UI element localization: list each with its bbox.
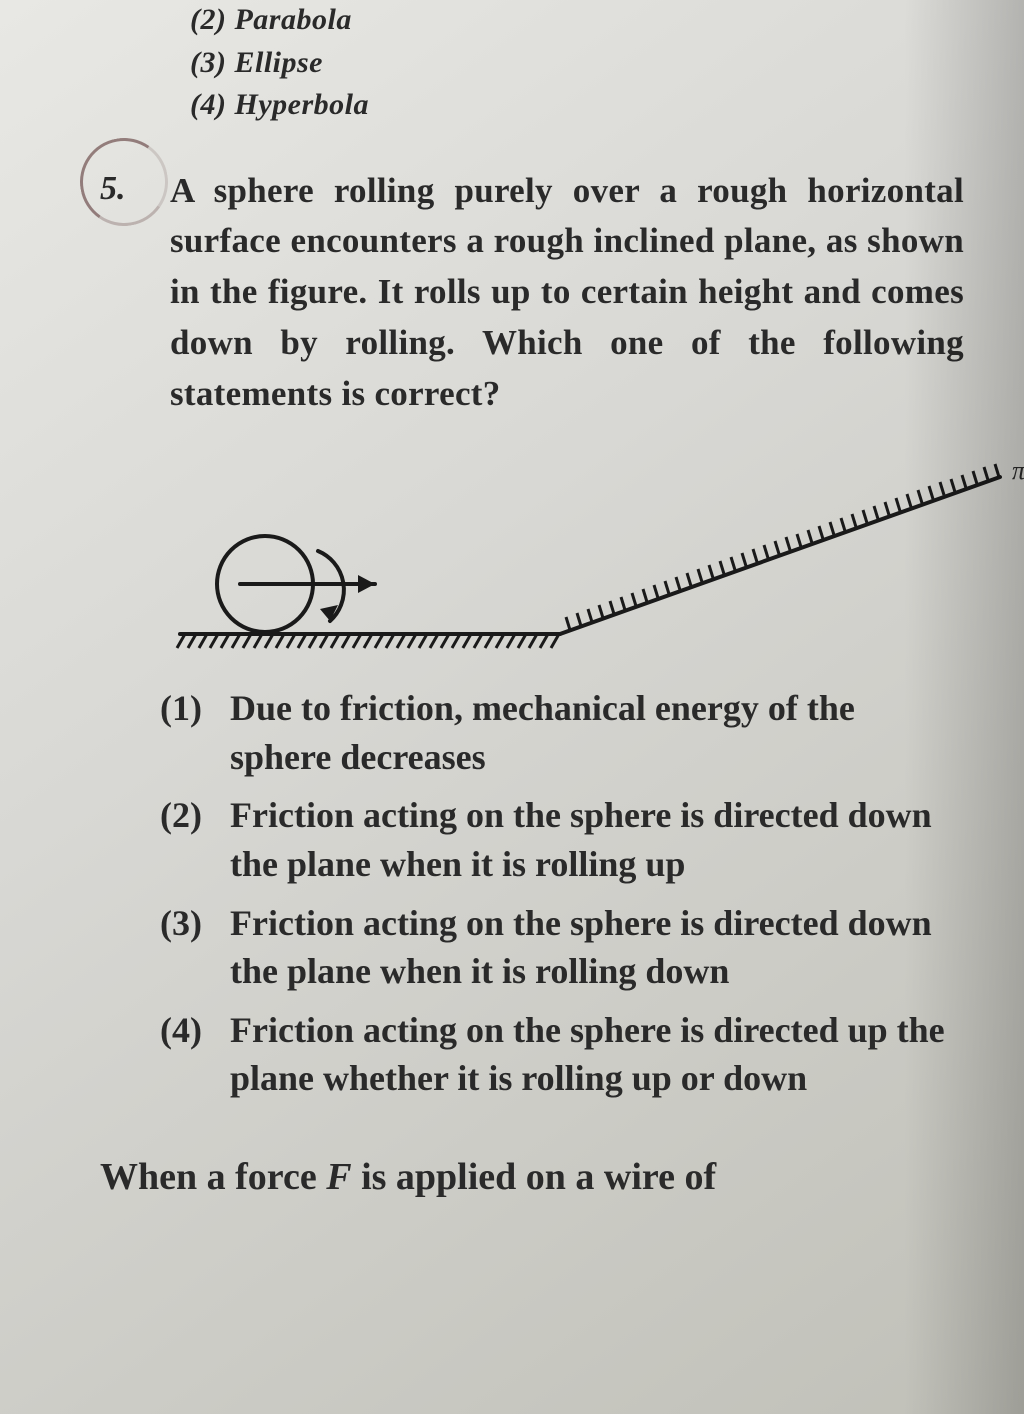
option-text: Friction acting on the sphere is directe… (230, 1006, 964, 1103)
option-text: Friction acting on the sphere is directe… (230, 899, 964, 996)
option-number: (1) (160, 684, 230, 781)
previous-question-options: (2) Parabola (3) Ellipse (4) Hyperbola (100, 0, 964, 126)
option-number: (2) (160, 791, 230, 888)
question-row: 5. A sphere rolling purely over a rough … (100, 166, 964, 420)
force-symbol: F (326, 1156, 351, 1198)
option-number: (3) (160, 899, 230, 996)
ground-hatching (177, 634, 559, 648)
option-text: Hyperbola (234, 88, 368, 121)
prev-option-2: (2) Parabola (190, 0, 964, 41)
option-number: (4) (160, 1006, 230, 1103)
prev-option-3: (3) Ellipse (190, 43, 964, 84)
page: (2) Parabola (3) Ellipse (4) Hyperbola 5… (0, 0, 1024, 1414)
option-2: (2) Friction acting on the sphere is dir… (160, 791, 964, 888)
next-question-fragment: When a force F is applied on a wire of (100, 1153, 964, 1202)
incline-label: π (1012, 459, 1024, 485)
option-number: (4) (190, 88, 226, 121)
option-text: Friction acting on the sphere is directe… (230, 791, 964, 888)
prev-option-4: (4) Hyperbola (190, 85, 964, 126)
option-text: Parabola (234, 3, 351, 36)
option-1: (1) Due to friction, mechanical energy o… (160, 684, 964, 781)
option-text: Due to friction, mechanical energy of th… (230, 684, 964, 781)
pen-circle-annotation (73, 131, 175, 233)
rolling-sphere-svg: π (160, 459, 1024, 659)
incline-line (560, 477, 1000, 634)
question-text: A sphere rolling purely over a rough hor… (170, 166, 964, 420)
option-text: Ellipse (234, 46, 323, 79)
option-number: (2) (190, 3, 226, 36)
answer-options: (1) Due to friction, mechanical energy o… (100, 684, 964, 1103)
option-3: (3) Friction acting on the sphere is dir… (160, 899, 964, 996)
question-number-wrap: 5. (100, 166, 170, 208)
option-number: (3) (190, 46, 226, 79)
velocity-arrow-head (358, 575, 375, 593)
option-4: (4) Friction acting on the sphere is dir… (160, 1006, 964, 1103)
incline-hatching (566, 464, 999, 630)
figure-diagram: π (160, 459, 964, 664)
